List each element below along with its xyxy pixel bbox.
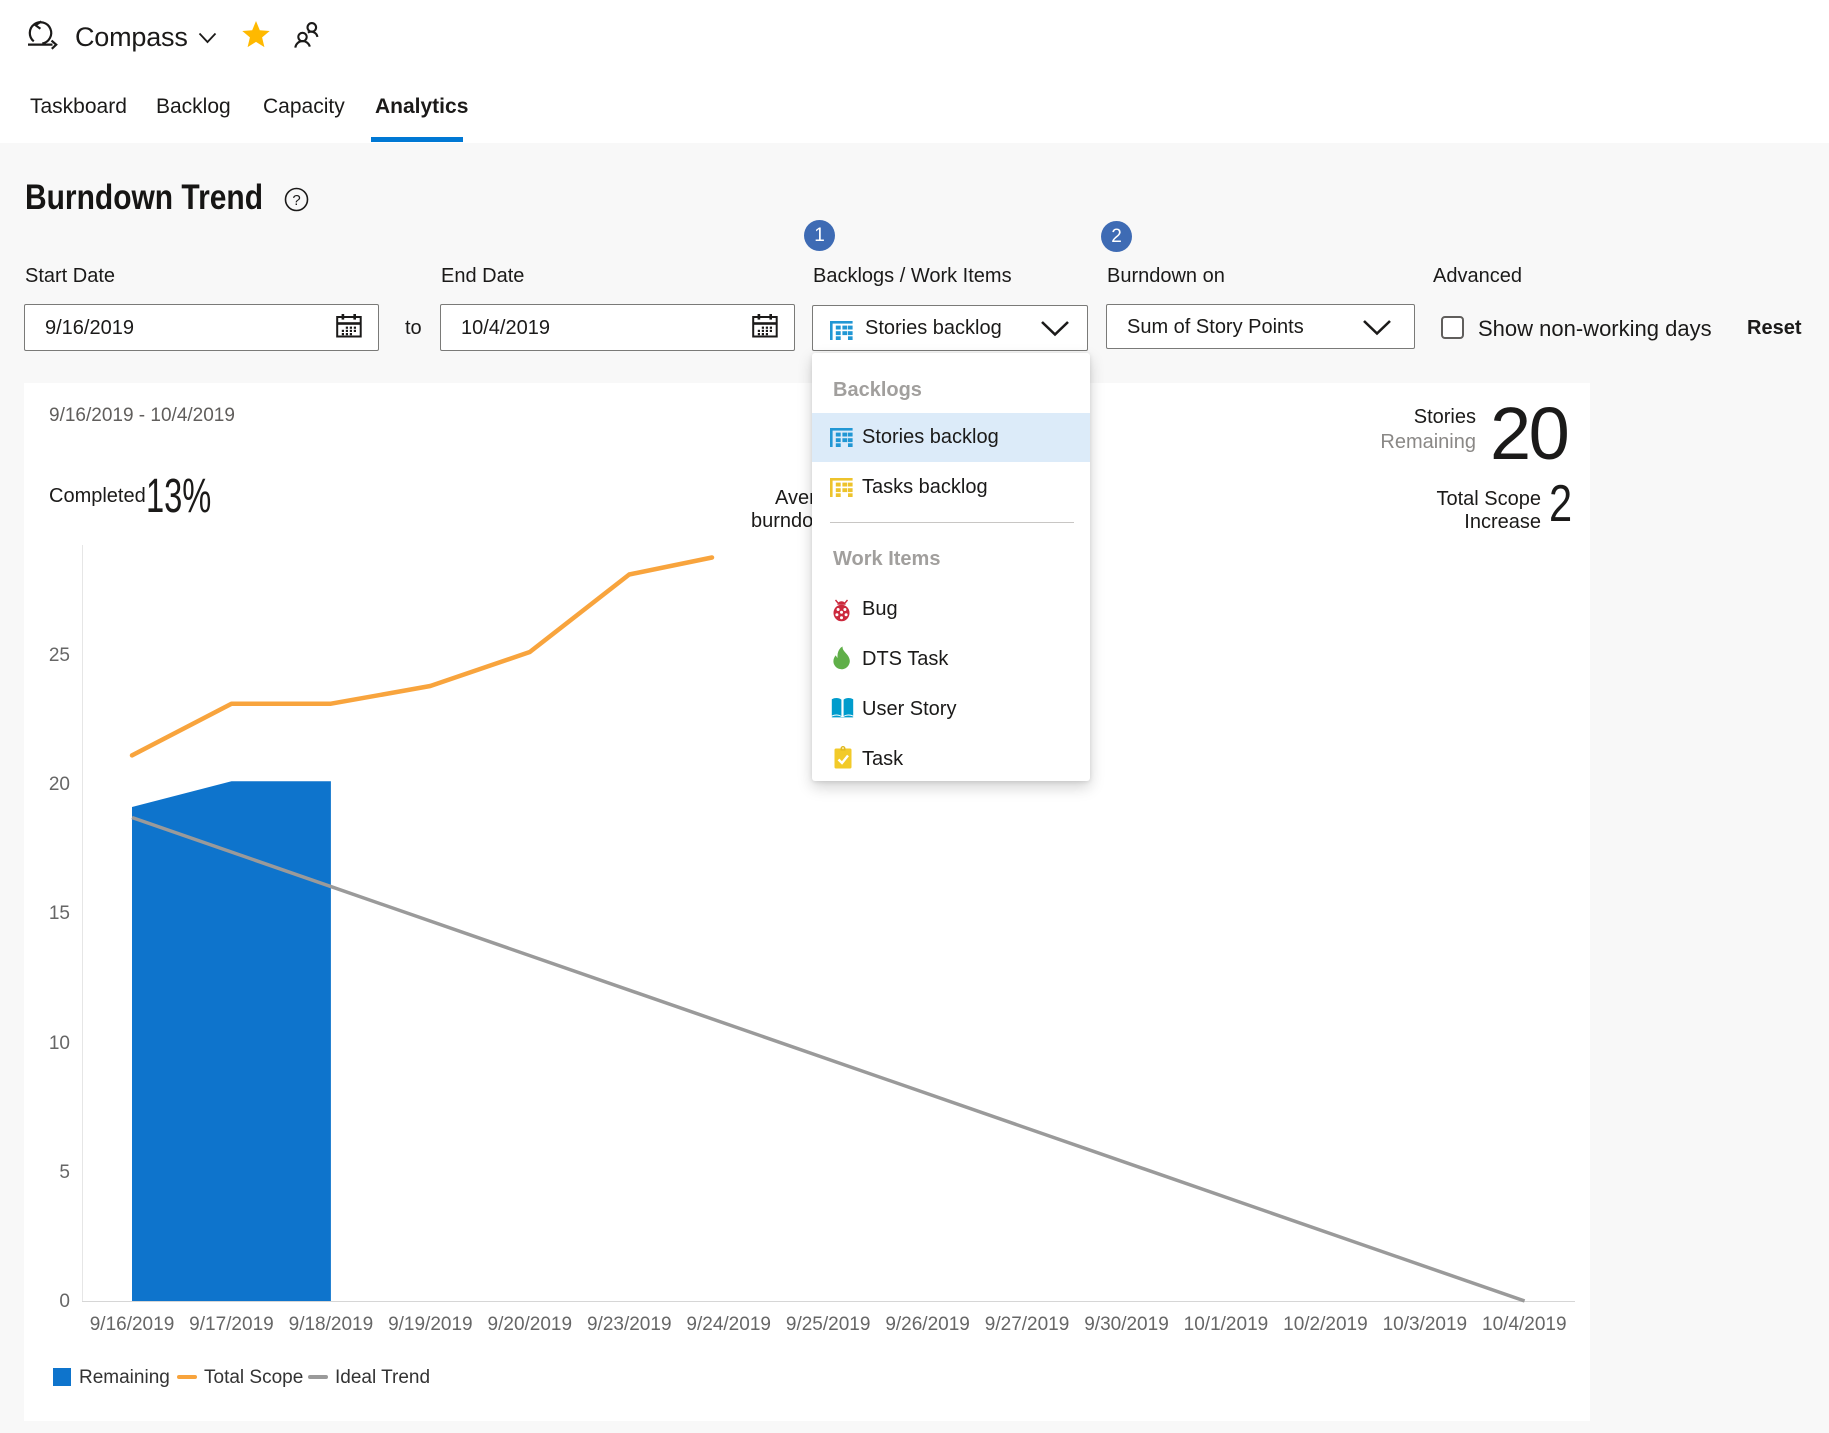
- svg-text:?: ?: [292, 192, 300, 209]
